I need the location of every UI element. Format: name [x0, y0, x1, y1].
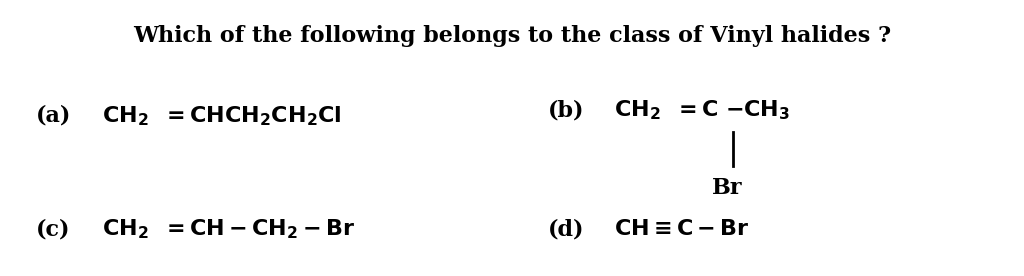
Text: $\mathbf{= CHCH_2CH_2Cl}$: $\mathbf{= CHCH_2CH_2Cl}$ [162, 104, 341, 128]
Text: (c): (c) [36, 218, 71, 240]
Text: $\mathbf{CH_2}$: $\mathbf{CH_2}$ [614, 99, 662, 122]
Text: (b): (b) [548, 99, 585, 121]
Text: $\mathbf{CH \equiv C - Br}$: $\mathbf{CH \equiv C - Br}$ [614, 219, 751, 239]
Text: Which of the following belongs to the class of Vinyl halides ?: Which of the following belongs to the cl… [133, 25, 891, 47]
Text: $\mathbf{= CH - CH_2 - Br}$: $\mathbf{= CH - CH_2 - Br}$ [162, 217, 355, 241]
Text: (d): (d) [548, 218, 585, 240]
Text: (a): (a) [36, 105, 72, 127]
Text: $\mathbf{CH_2}$: $\mathbf{CH_2}$ [102, 217, 150, 241]
Text: Br: Br [712, 177, 742, 199]
Text: $\mathbf{CH_2}$: $\mathbf{CH_2}$ [102, 104, 150, 128]
Text: $\mathbf{= C}$: $\mathbf{= C}$ [674, 100, 718, 120]
Text: $\mathbf{- CH_3}$: $\mathbf{- CH_3}$ [725, 99, 791, 122]
